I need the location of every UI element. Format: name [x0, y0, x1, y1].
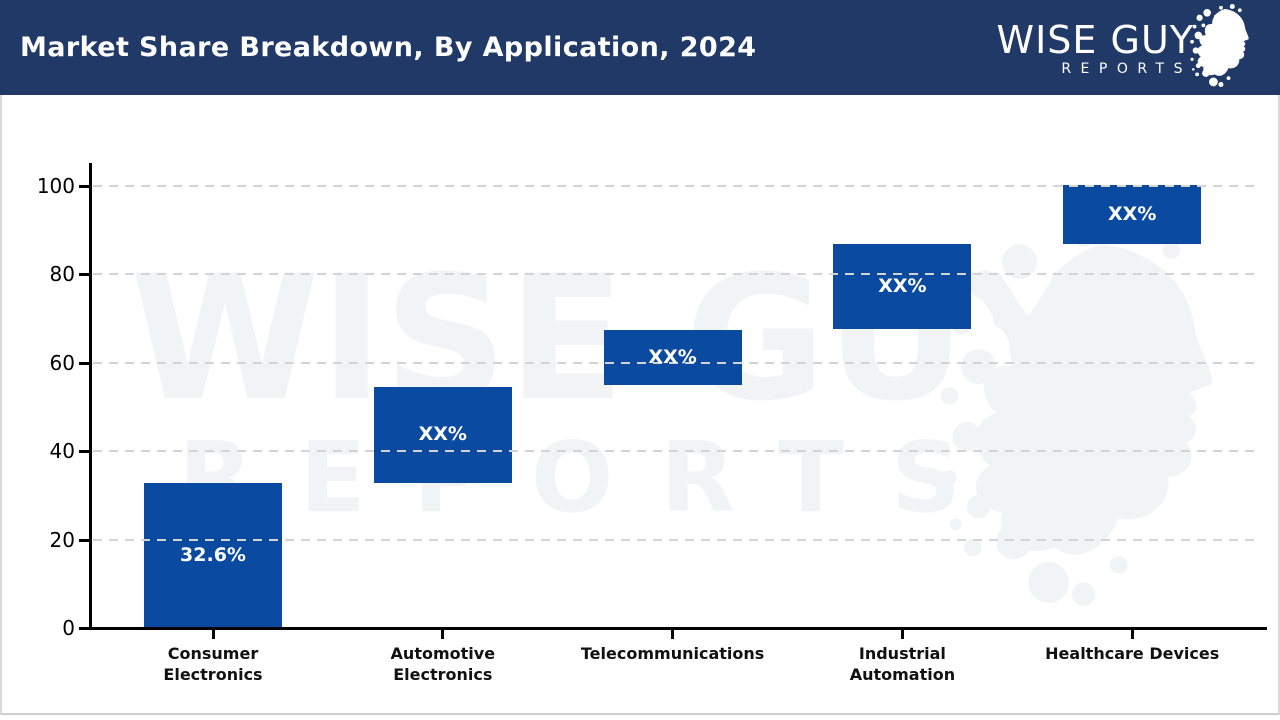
gridline	[93, 450, 1254, 453]
waterfall-bar	[373, 386, 512, 483]
waterfall-bar	[833, 244, 972, 330]
y-tick-mark	[79, 185, 89, 188]
logo-wordmark-line1: WISE GUY	[996, 17, 1194, 62]
y-tick-label: 60	[49, 350, 75, 375]
chart-area: WISE GUY REPORTS 0 20 40 60 80 100 32.6% Consum…	[0, 95, 1280, 715]
watermark-face-icon	[940, 220, 1213, 606]
waterfall-chart: 0 20 40 60 80 100 32.6% Consumer Electronics XX% A…	[2, 95, 1278, 713]
gridline	[93, 273, 1254, 276]
y-tick-mark	[79, 273, 89, 277]
y-tick-label: 20	[49, 527, 75, 552]
y-tick-label: 100	[36, 174, 75, 198]
logo-wordmark-line2: REPORTS	[1061, 60, 1192, 77]
wise-guy-logo: WISE GUY REPORTS	[997, 2, 1272, 94]
x-category-label: Healthcare Devices	[1045, 644, 1220, 663]
x-tick-mark	[1130, 630, 1134, 639]
x-category-label: Industrial Automation	[849, 644, 956, 684]
bar-value-label: 32.6%	[180, 543, 246, 566]
page-title: Market Share Breakdown, By Application, …	[20, 32, 757, 63]
x-category-label: Telecommunications	[580, 644, 765, 663]
x-tick-mark	[671, 630, 675, 639]
bar-value-label: XX%	[878, 275, 927, 298]
x-category-label: Consumer Electronics	[163, 644, 263, 684]
x-tick-mark	[900, 630, 904, 639]
x-axis-line	[89, 627, 1267, 630]
bar-value-label: XX%	[418, 422, 467, 445]
y-tick-mark	[79, 627, 89, 630]
y-tick-mark	[79, 450, 89, 454]
y-tick-label: 80	[49, 262, 75, 287]
waterfall-bar	[144, 482, 282, 627]
watermark-subtext: REPORTS	[178, 421, 1008, 534]
y-axis-line	[89, 163, 92, 630]
bar-value-label: XX%	[1108, 203, 1157, 225]
x-category-label: Automotive Electronics	[390, 644, 496, 684]
gridline	[93, 185, 1254, 187]
x-tick-mark	[211, 630, 215, 639]
waterfall-bar	[603, 329, 742, 385]
logo-face-icon	[1190, 4, 1249, 87]
waterfall-bar	[1063, 185, 1202, 244]
y-tick-mark	[79, 361, 89, 365]
bar-value-label: XX%	[648, 345, 697, 368]
y-tick-label: 0	[62, 616, 75, 640]
gridline	[93, 538, 1254, 541]
header-bar: Market Share Breakdown, By Application, …	[0, 0, 1280, 95]
logo-wordmark: WISE GUY REPORTS	[997, 21, 1194, 76]
x-tick-mark	[441, 630, 445, 639]
gridline	[93, 361, 1254, 364]
y-tick-label: 40	[49, 439, 75, 464]
y-tick-mark	[79, 538, 89, 542]
